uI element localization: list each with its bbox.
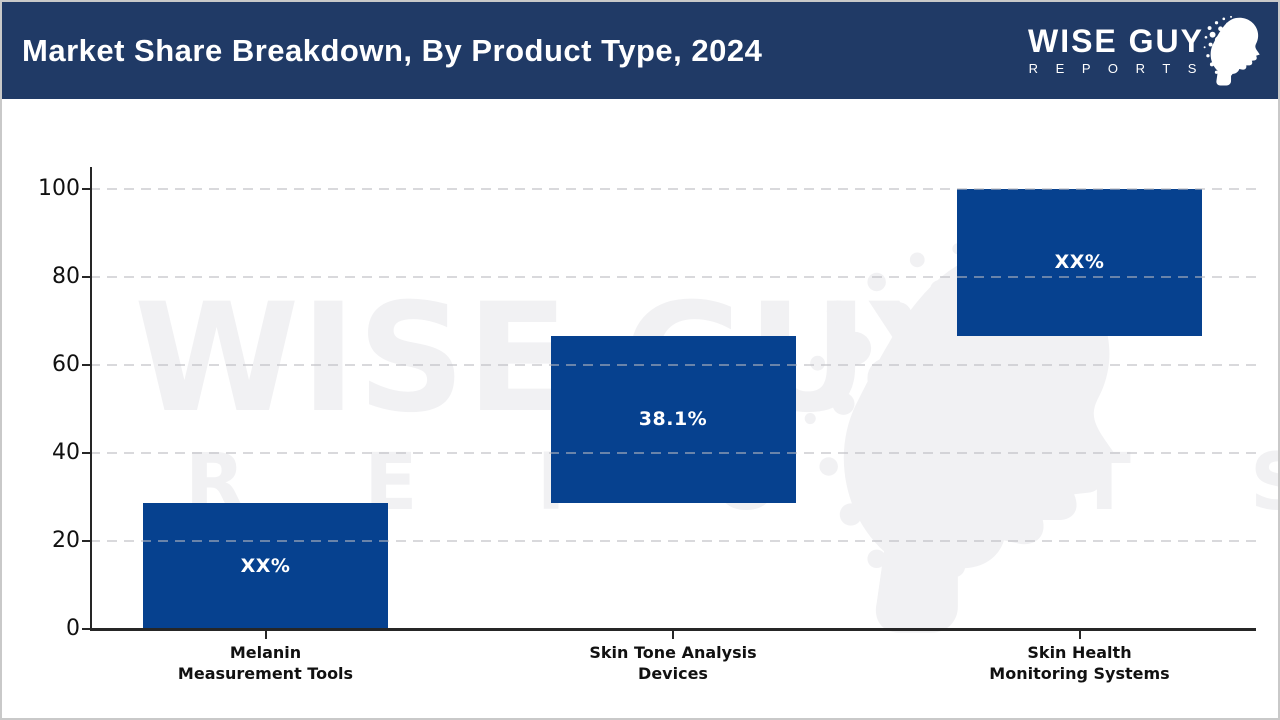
- x-axis-line: [90, 628, 1256, 631]
- bar-value-label: XX%: [240, 555, 291, 578]
- gridline: [90, 364, 1256, 366]
- x-category-label-line: Melanin: [229, 643, 302, 662]
- y-tick-label: 60: [52, 352, 80, 377]
- gridline: [90, 452, 1256, 454]
- bar-value-label: XX%: [1054, 251, 1105, 274]
- logo-head-icon: [1203, 15, 1260, 86]
- y-tick-label: 100: [38, 176, 80, 201]
- x-category-label: Skin Tone Analysis Devices: [503, 642, 843, 684]
- bar-segment: 38.1%: [550, 335, 796, 504]
- y-tick-mark: [82, 188, 90, 190]
- y-axis-line: [90, 167, 92, 630]
- x-category-label: Melanin Measurement Tools: [96, 642, 436, 684]
- logo-text: WISE GUY R E P O R T S: [1028, 25, 1204, 76]
- gridline: [90, 276, 1256, 278]
- x-category-label-line: Measurement Tools: [177, 664, 354, 683]
- x-tick-mark: [264, 631, 267, 639]
- x-category-label-line: Skin Health: [1027, 643, 1132, 662]
- y-tick-label: 0: [66, 616, 80, 641]
- y-tick-mark: [82, 452, 90, 454]
- header-bar: Market Share Breakdown, By Product Type,…: [2, 2, 1278, 99]
- x-category-label-line: Monitoring Systems: [989, 664, 1170, 683]
- y-tick-label: 80: [52, 264, 80, 289]
- y-tick-mark: [82, 364, 90, 366]
- x-category-label-line: Skin Tone Analysis: [589, 643, 757, 662]
- x-tick-mark: [1078, 631, 1081, 639]
- x-category-label: Skin Health Monitoring Systems: [910, 642, 1250, 684]
- logo-wordmark: WISE GUY: [1027, 23, 1204, 59]
- x-tick-mark: [672, 631, 674, 639]
- bar-value-label: 38.1%: [638, 408, 708, 431]
- y-tick-mark: [82, 276, 90, 278]
- y-tick-mark: [82, 628, 90, 630]
- x-category-label-line: Devices: [638, 664, 708, 683]
- gridline: [90, 188, 1256, 190]
- bar-segment: XX%: [143, 503, 388, 629]
- page-title: Market Share Breakdown, By Product Type,…: [22, 32, 763, 68]
- logo-subtitle: R E P O R T S: [1028, 61, 1204, 76]
- wise-guy-logo: WISE GUY R E P O R T S: [1028, 14, 1268, 87]
- y-tick-label: 20: [52, 528, 80, 553]
- gridline: [90, 540, 1256, 542]
- bar-segment: XX%: [957, 189, 1202, 336]
- y-tick-mark: [82, 540, 90, 542]
- y-tick-label: 40: [52, 440, 80, 465]
